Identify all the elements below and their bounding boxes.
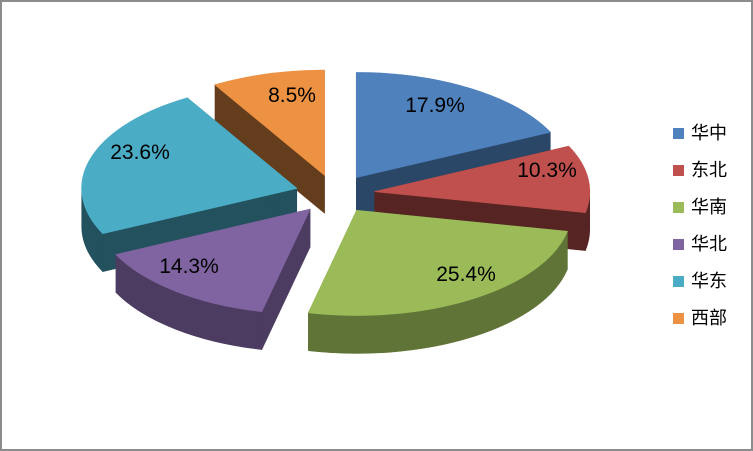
pie-slice-part bbox=[374, 145, 591, 214]
legend-label: 华东 bbox=[691, 271, 727, 291]
legend-label: 东北 bbox=[691, 160, 727, 180]
pie-slice-label-xibu: 8.5% bbox=[268, 84, 316, 107]
legend-item: 东北 bbox=[673, 158, 727, 182]
pie-slice-label-huadong: 23.6% bbox=[110, 141, 170, 164]
legend-label: 华北 bbox=[691, 234, 727, 254]
legend-label: 华中 bbox=[691, 123, 727, 143]
pie-slice-label-huazhong: 17.9% bbox=[405, 94, 465, 117]
legend-item: 西部 bbox=[673, 306, 727, 330]
pie-slice-label-huanan: 25.4% bbox=[436, 263, 496, 286]
legend-swatch bbox=[673, 238, 684, 250]
pie-slice-label-dongbei: 10.3% bbox=[517, 159, 577, 182]
legend-label: 华南 bbox=[691, 197, 727, 217]
legend-swatch bbox=[673, 201, 684, 213]
legend-item: 华北 bbox=[673, 232, 727, 256]
legend-label: 西部 bbox=[691, 308, 727, 328]
legend: 华中 东北 华南 华北 华东 西部 bbox=[673, 121, 727, 330]
pie-slice-label-huabei: 14.3% bbox=[159, 255, 219, 278]
legend-swatch bbox=[673, 275, 684, 287]
legend-item: 华南 bbox=[673, 195, 727, 219]
pie-slice-part bbox=[307, 210, 568, 316]
pie-data-labels: 17.9% 10.3% 25.4% 14.3% 23.6% 8.5% bbox=[110, 84, 577, 286]
legend-item: 华东 bbox=[673, 269, 727, 293]
legend-swatch bbox=[673, 127, 684, 139]
pie-slice-part bbox=[214, 69, 325, 177]
pie-slice-part bbox=[81, 97, 298, 235]
pie-slice-part bbox=[355, 72, 552, 178]
legend-item: 华中 bbox=[673, 121, 727, 145]
legend-swatch bbox=[673, 312, 684, 324]
pie-slices bbox=[81, 69, 591, 354]
pie-slice-part bbox=[115, 208, 311, 312]
legend-swatch bbox=[673, 164, 684, 176]
